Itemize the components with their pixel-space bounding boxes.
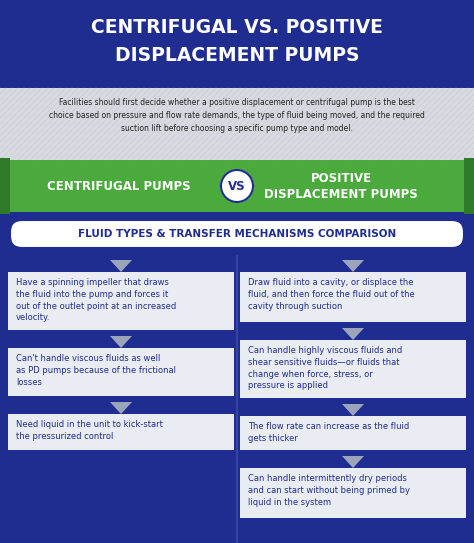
Bar	[240, 272, 466, 322]
Polygon shape	[342, 260, 364, 272]
Polygon shape	[110, 402, 132, 414]
Text: Have a spinning impeller that draws
the fluid into the pump and forces it
out of: Have a spinning impeller that draws the …	[16, 278, 176, 323]
Text: POSITIVE
DISPLACEMENT PUMPS: POSITIVE DISPLACEMENT PUMPS	[264, 172, 418, 200]
Bar	[0, 88, 474, 160]
Bar	[0, 160, 474, 212]
Text: Can handle highly viscous fluids and
shear sensitive fluids—or fluids that
chang: Can handle highly viscous fluids and she…	[248, 346, 402, 390]
Text: Need liquid in the unit to kick-start
the pressurized control: Need liquid in the unit to kick-start th…	[16, 420, 163, 441]
Text: CENTRIFUGAL VS. POSITIVE: CENTRIFUGAL VS. POSITIVE	[91, 18, 383, 37]
Bar	[8, 414, 234, 450]
Circle shape	[221, 170, 253, 202]
Text: Draw fluid into a cavity, or displace the
fluid, and then force the fluid out of: Draw fluid into a cavity, or displace th…	[248, 278, 415, 311]
Text: Facilities should first decide whether a positive displacement or centrifugal pu: Facilities should first decide whether a…	[49, 98, 425, 132]
Bar	[0, 158, 10, 214]
Text: CENTRIFUGAL PUMPS: CENTRIFUGAL PUMPS	[46, 180, 191, 193]
Polygon shape	[342, 328, 364, 340]
FancyBboxPatch shape	[10, 220, 464, 248]
Bar	[240, 468, 466, 518]
Bar	[8, 348, 234, 396]
Polygon shape	[110, 336, 132, 348]
Bar	[8, 272, 234, 330]
Polygon shape	[342, 456, 364, 468]
Bar	[464, 158, 474, 214]
Polygon shape	[110, 260, 132, 272]
Text: FLUID TYPES & TRANSFER MECHANISMS COMPARISON: FLUID TYPES & TRANSFER MECHANISMS COMPAR…	[78, 229, 396, 239]
Text: VS: VS	[228, 180, 246, 193]
Text: Can't handle viscous fluids as well
as PD pumps because of the frictional
losses: Can't handle viscous fluids as well as P…	[16, 354, 176, 387]
Bar	[0, 0, 474, 88]
Bar	[240, 416, 466, 450]
Text: DISPLACEMENT PUMPS: DISPLACEMENT PUMPS	[115, 46, 359, 65]
Bar	[240, 340, 466, 398]
Text: The flow rate can increase as the fluid
gets thicker: The flow rate can increase as the fluid …	[248, 422, 409, 443]
Text: Can handle intermittently dry periods
and can start without being primed by
liqu: Can handle intermittently dry periods an…	[248, 474, 410, 507]
Polygon shape	[342, 404, 364, 416]
